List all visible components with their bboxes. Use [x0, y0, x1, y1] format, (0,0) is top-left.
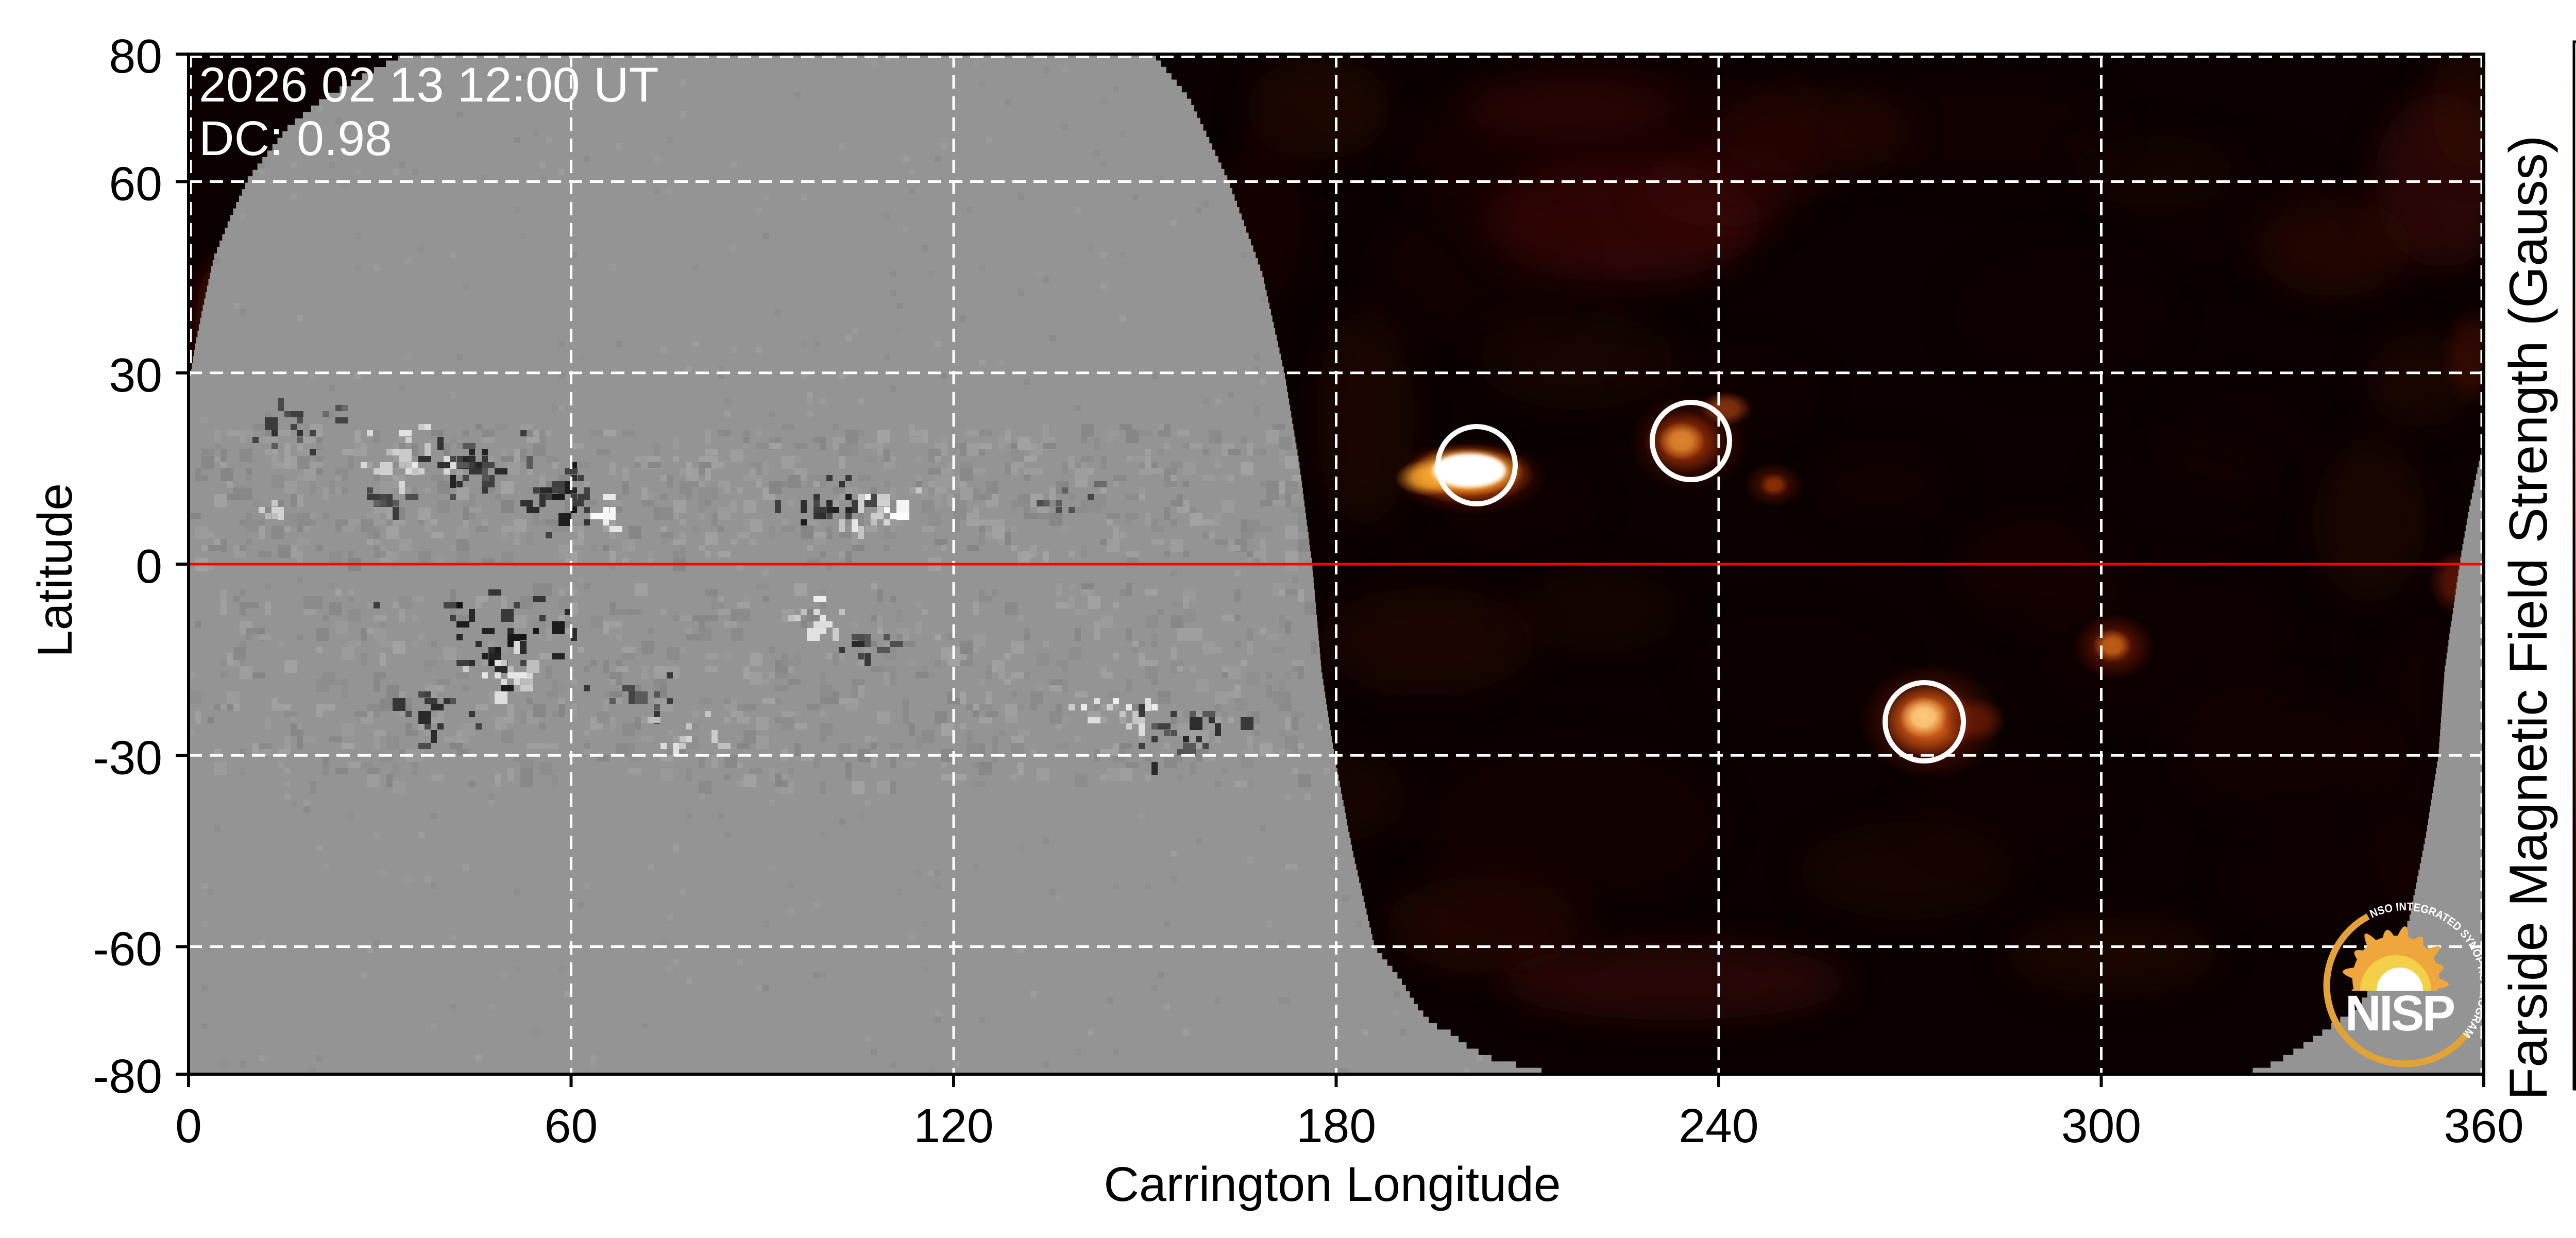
- svg-text:240: 240: [1679, 1099, 1758, 1152]
- svg-text:0: 0: [175, 1099, 202, 1152]
- svg-text:Farside Magnetic Field Strengt: Farside Magnetic Field Strength (Gauss): [2499, 135, 2558, 1100]
- svg-text:360: 360: [2444, 1099, 2523, 1152]
- svg-text:60: 60: [545, 1099, 598, 1152]
- svg-text:-60: -60: [93, 922, 162, 976]
- svg-text:DC: 0.98: DC: 0.98: [199, 111, 392, 166]
- svg-text:60: 60: [109, 157, 162, 211]
- svg-text:300: 300: [2061, 1099, 2141, 1152]
- svg-text:Carrington Longitude: Carrington Longitude: [1104, 1157, 1561, 1212]
- svg-text:80: 80: [109, 29, 162, 83]
- svg-text:Latitude: Latitude: [28, 483, 82, 657]
- svg-text:180: 180: [1296, 1099, 1376, 1152]
- svg-text:120: 120: [913, 1099, 993, 1152]
- svg-text:30: 30: [109, 348, 162, 402]
- svg-text:-80: -80: [93, 1049, 162, 1103]
- svg-text:-30: -30: [93, 731, 162, 784]
- svg-text:0: 0: [135, 539, 162, 593]
- svg-text:NISP: NISP: [2345, 985, 2454, 1041]
- svg-text:2026 02 13 12:00 UT: 2026 02 13 12:00 UT: [199, 58, 659, 112]
